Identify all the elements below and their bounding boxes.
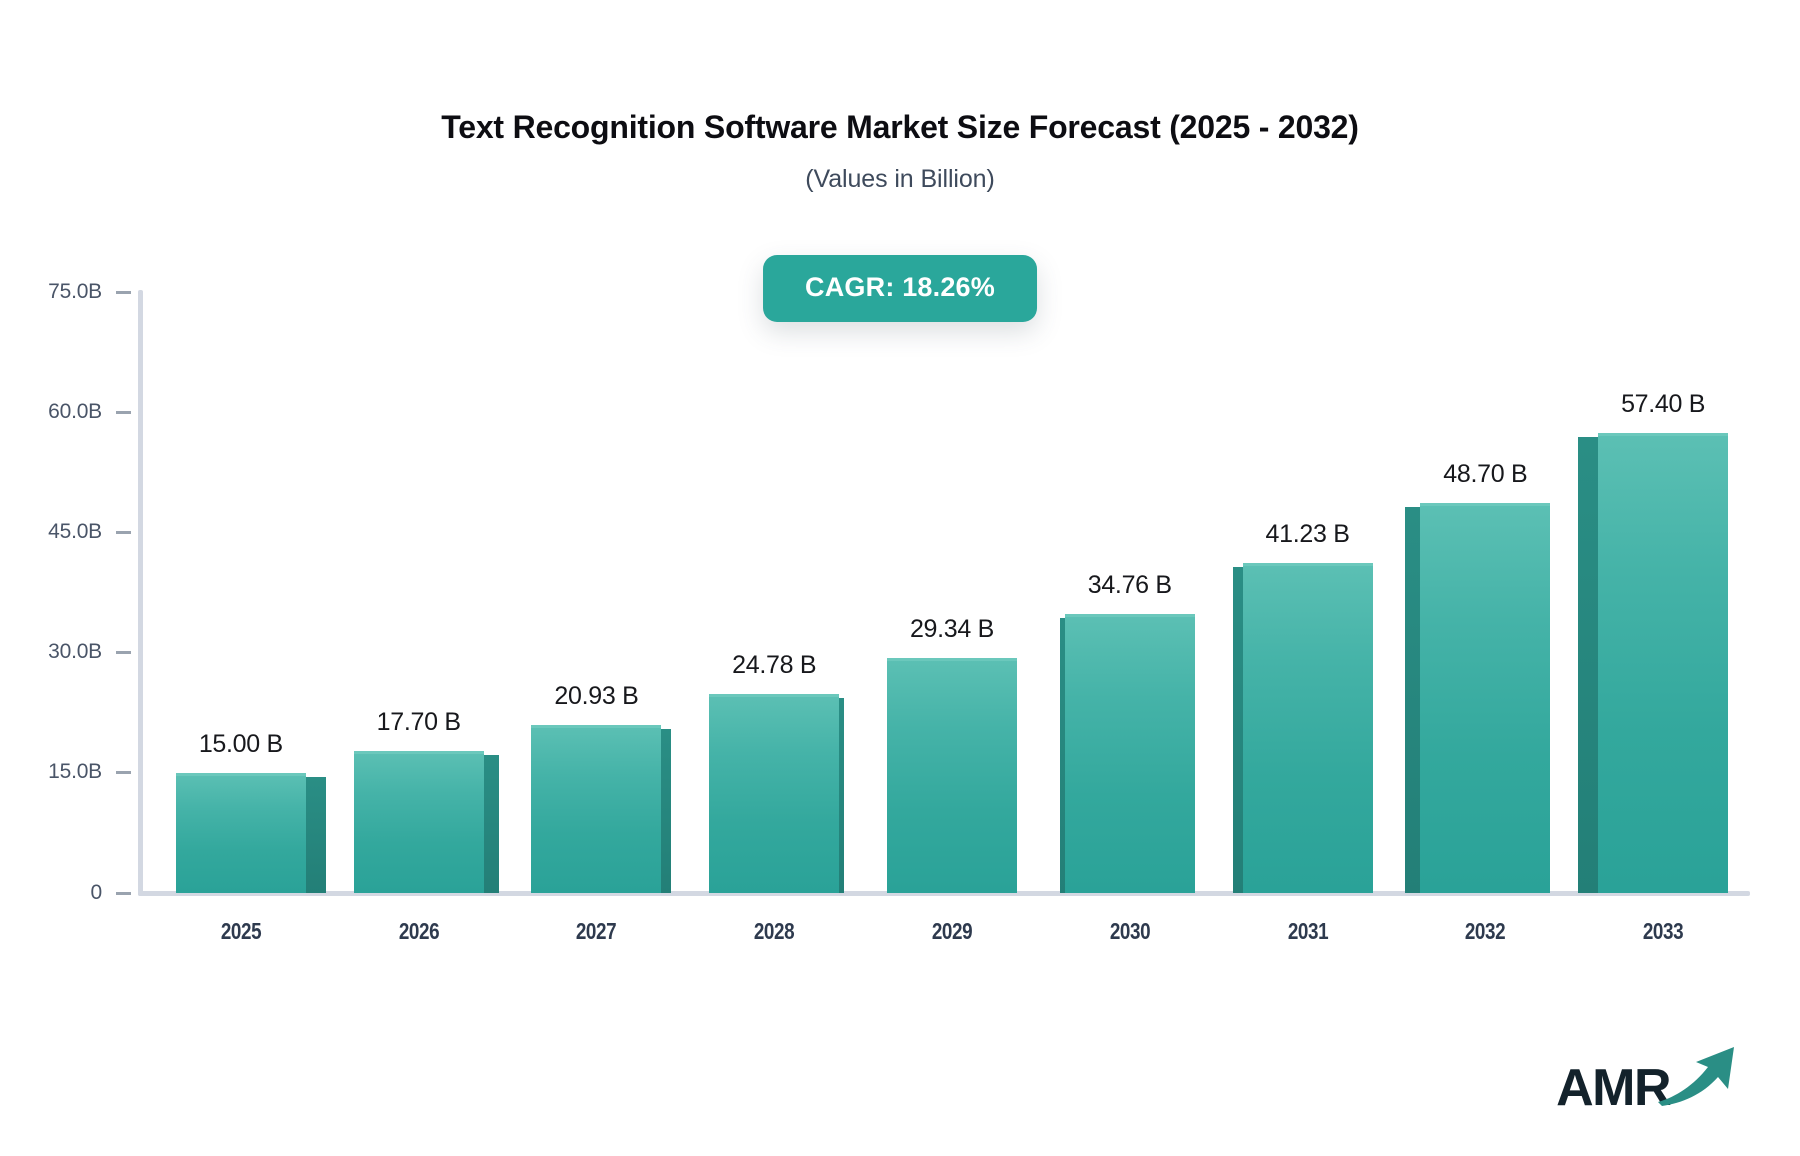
bar-value-label: 20.93 B — [554, 682, 639, 711]
bar-value-label: 34.76 B — [1087, 571, 1172, 600]
bar-value-label: 29.34 B — [909, 614, 995, 643]
y-axis-tick-label: 15.0B — [48, 760, 102, 784]
y-axis-tick-label: 0 — [90, 880, 103, 904]
bar-column: 34.76 B — [1059, 292, 1195, 893]
amr-logo: AMR — [1556, 1045, 1742, 1114]
bar-side-face — [1405, 506, 1421, 893]
bar-top-cap — [1242, 562, 1373, 566]
plot-area: 15.00 B 17.70 B 20.93 B 24.78 B 29.34 B 34.76… — [140, 292, 1740, 893]
bar-face — [353, 751, 484, 893]
bar-value-label: 15.00 B — [198, 729, 283, 758]
bar-value-label: 41.23 B — [1265, 519, 1350, 548]
x-axis-label: 2033 — [1642, 918, 1684, 944]
y-axis-tick-mark — [116, 891, 131, 895]
bar-side-face — [1059, 618, 1065, 893]
bar-column: 24.78 B — [709, 292, 845, 893]
bar-face — [531, 725, 662, 893]
bar-top-cap — [353, 751, 484, 755]
bar-value-label: 57.40 B — [1621, 390, 1706, 419]
bar-column: 48.70 B — [1405, 292, 1551, 893]
bar-top-cap — [1064, 614, 1195, 618]
bar[interactable] — [1232, 292, 1373, 893]
x-axis-label: 2025 — [220, 918, 262, 944]
bar-face — [175, 772, 306, 893]
bar-face — [1242, 562, 1373, 893]
bar-column: 57.40 B — [1578, 292, 1729, 893]
y-axis-tick-mark — [116, 410, 131, 414]
y-axis-tick-mark — [116, 771, 131, 775]
y-axis-tick-label: 45.0B — [48, 519, 102, 543]
bar-column: 29.34 B — [887, 292, 1017, 893]
bar[interactable] — [887, 292, 1017, 893]
amr-logo-text: AMR — [1556, 1059, 1671, 1117]
y-axis-tick-label: 75.0B — [48, 279, 102, 303]
bar-face — [887, 657, 1017, 893]
growth-arrow-icon — [1656, 1045, 1742, 1112]
bar-top-cap — [1420, 502, 1551, 506]
bar-top-cap — [175, 772, 306, 776]
bar[interactable] — [1405, 292, 1551, 893]
page-title: Text Recognition Software Market Size Fo… — [441, 109, 1359, 145]
bar-top-cap — [531, 725, 662, 729]
bar-value-label: 48.70 B — [1443, 459, 1528, 488]
bar-value-label: 24.78 B — [732, 651, 817, 680]
bar-face — [1420, 502, 1551, 893]
bar-column: 20.93 B — [531, 292, 672, 893]
cagr-badge: CAGR: 18.26% — [763, 255, 1037, 322]
x-axis-label: 2029 — [931, 918, 973, 944]
bar-side-face — [305, 776, 326, 893]
bar-face — [1064, 614, 1195, 893]
bar[interactable] — [175, 292, 326, 893]
y-axis-tick-label: 60.0B — [48, 399, 102, 423]
y-axis-spine — [138, 290, 143, 896]
bar-column: 15.00 B — [175, 292, 326, 893]
x-axis-label: 2027 — [576, 918, 617, 944]
bar-value-label: 17.70 B — [376, 708, 461, 737]
x-axis-label: 2030 — [1109, 918, 1151, 944]
y-axis-tick-mark — [116, 651, 131, 655]
y-axis-tick-mark — [116, 290, 131, 294]
bar-side-face — [661, 729, 672, 893]
bar-face — [709, 694, 840, 893]
bar-top-cap — [709, 694, 840, 698]
bar[interactable] — [709, 292, 845, 893]
title-block: Text Recognition Software Market Size Fo… — [0, 108, 1800, 194]
x-axis-label: 2026 — [398, 918, 439, 944]
bar-column: 17.70 B — [353, 292, 499, 893]
x-axis-label: 2028 — [754, 918, 795, 944]
x-axis-line — [138, 891, 1750, 896]
bar[interactable] — [1059, 292, 1195, 893]
y-axis-tick-mark — [116, 530, 131, 534]
bar[interactable] — [531, 292, 672, 893]
bar-top-cap — [1598, 433, 1729, 437]
bar-side-face — [839, 698, 845, 893]
bar-side-face — [1578, 437, 1599, 893]
bar-top-cap — [887, 657, 1017, 661]
chart-subtitle: (Values in Billion) — [805, 165, 995, 194]
bar-side-face — [483, 755, 499, 893]
x-axis-label: 2031 — [1287, 918, 1328, 944]
y-axis-tick-label: 30.0B — [48, 640, 102, 664]
bar-face — [1598, 433, 1729, 893]
bar[interactable] — [353, 292, 499, 893]
bar-column: 41.23 B — [1232, 292, 1373, 893]
bar[interactable] — [1578, 292, 1729, 893]
bar-side-face — [1232, 566, 1243, 893]
x-axis-label: 2032 — [1465, 918, 1506, 944]
